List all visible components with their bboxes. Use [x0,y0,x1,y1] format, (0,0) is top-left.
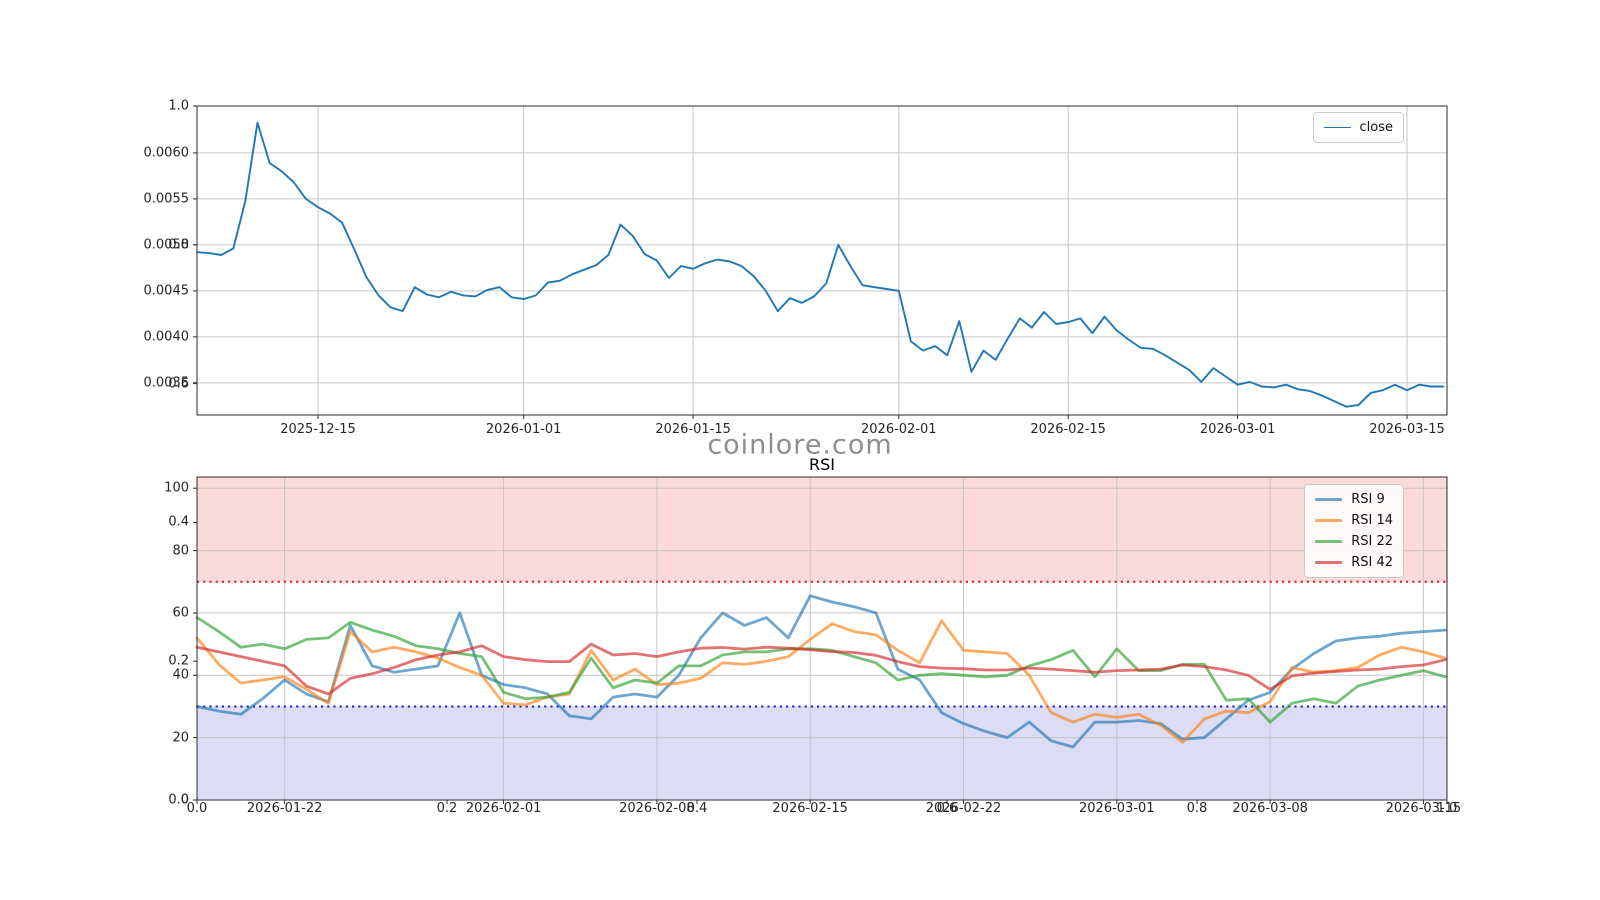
axes-spines [196,476,1448,801]
x-tick-label-date: 2026-03-08 [1232,801,1308,816]
legend-label: close [1359,120,1393,135]
y-tick-label: 0.0035 [143,375,190,391]
phantom-x-tick-label: 0.4 [686,801,708,816]
phantom-x-tick-label: 0.2 [436,801,458,816]
phantom-y-tick-label: 0.6 [168,376,189,392]
x-tick-label-date: 2026-03-01 [1079,801,1155,816]
x-tick-label-date: 2026-03-15 [1385,801,1462,816]
phantom-y-tick-label: 0.0 [168,792,189,808]
x-tick-label-date: 2026-01-15 [655,422,731,437]
y-tick-label: 20 [172,730,189,746]
y-tick-label: 0.0050 [143,237,190,253]
y-tick-label: 0 [180,792,189,808]
legend-line-sample [1323,126,1351,129]
x-tick-label-date: 2026-02-01 [465,801,542,816]
phantom-y-tick-label: 0.8 [168,237,189,253]
x-tick-label-date: 2026-01-01 [485,422,562,437]
legend-line-sample [1315,540,1343,543]
rsi-14-line [195,619,1447,744]
phantom-x-tick-label: 1.0 [1436,801,1458,816]
phantom-x-tick-label: 0.6 [936,801,958,816]
legend-label: RSI 14 [1351,513,1393,528]
y-tick-label: 80 [172,543,189,559]
legend-entry-rsi-42: RSI 42 [1315,552,1393,573]
x-tick-label-date: 2026-03-15 [1369,422,1445,437]
x-tick-label-date: 2026-02-22 [925,801,1002,816]
y-tick-label: 0.0040 [143,329,190,345]
y-tick-label: 40 [172,667,189,683]
y-tick-label: 60 [172,605,189,621]
oversold-band [197,706,1447,800]
x-tick-label-date: 2026-02-01 [861,422,937,437]
phantom-x-tick-label: 0.0 [186,801,208,816]
x-tick-label-date: 2026-01-22 [246,801,323,816]
y-tick-label: 0.0060 [143,145,190,161]
x-tick-label-date: 2026-02-08 [619,801,695,816]
close-line [196,121,1445,408]
x-tick-label-date: 2026-02-15 [1030,422,1106,437]
x-tick-label-date: 2026-03-01 [1199,422,1276,437]
axes-spines [196,105,1448,416]
overbought-band [197,477,1447,582]
legend-label: RSI 42 [1351,555,1393,570]
y-tick-label: 0.0055 [143,191,190,207]
rsi-42-line [195,642,1447,696]
phantom-y-tick-label: 0.4 [168,514,189,530]
legend-line-sample [1315,561,1343,564]
legend-entry-rsi-9: RSI 9 [1315,489,1393,510]
y-tick-label: 0.0045 [143,283,190,299]
legend-entry-close: close [1323,117,1393,138]
legend-line-sample [1315,519,1343,522]
legend-label: RSI 9 [1351,492,1385,507]
legend-label: RSI 22 [1351,534,1393,549]
phantom-y-tick-label: 1.0 [168,98,189,114]
legend-line-sample [1315,498,1343,501]
rsi-legend: RSI 9 RSI 14 RSI 22 RSI 42 [1304,484,1404,578]
phantom-y-tick-label: 0.2 [168,653,189,669]
legend-entry-rsi-22: RSI 22 [1315,531,1393,552]
price-legend: close [1312,112,1404,143]
phantom-x-tick-label: 0.8 [1186,801,1208,816]
x-tick-label-date: 2025-12-15 [280,422,356,437]
legend-entry-rsi-14: RSI 14 [1315,510,1393,531]
y-tick-label: 100 [164,480,189,496]
x-tick-label-date: 2026-02-15 [772,801,848,816]
rsi-chart-title: RSI [809,455,835,474]
watermark: coinlore.com [707,429,893,461]
rsi-9-line [195,594,1447,749]
